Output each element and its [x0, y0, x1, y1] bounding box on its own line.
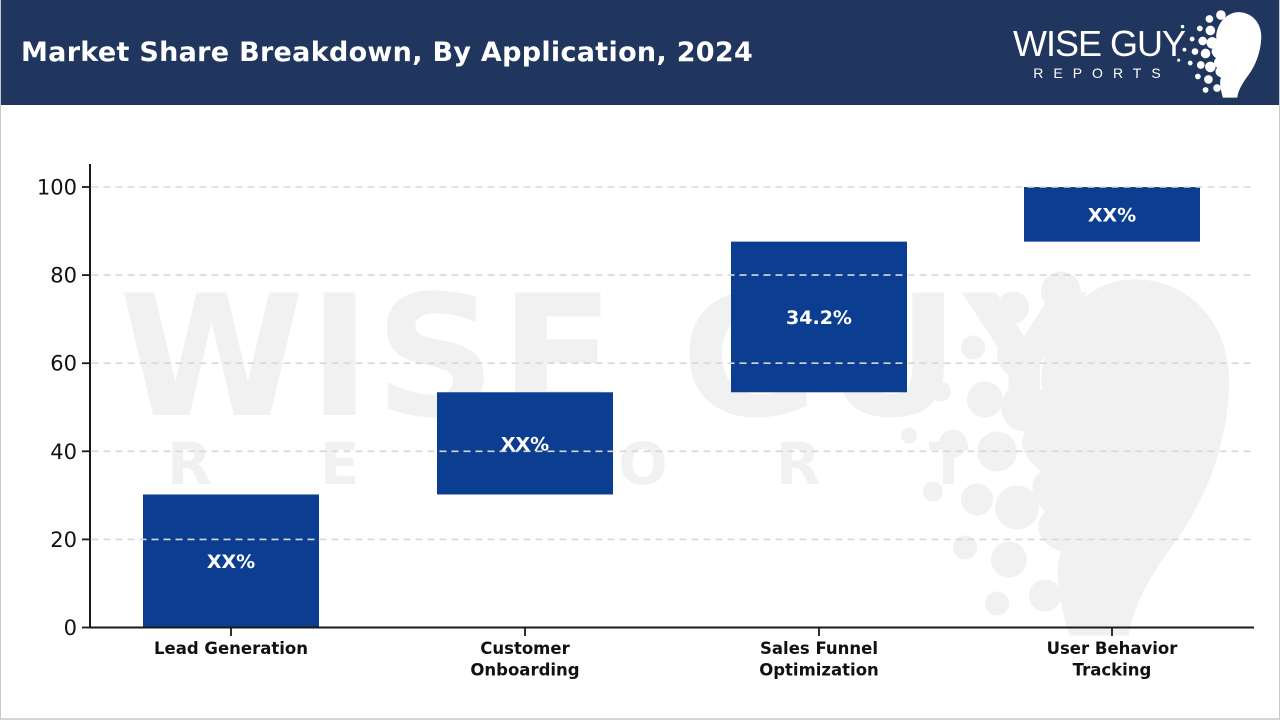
axes: [89, 164, 1254, 629]
y-ticks: 0 20 40 60 80 100: [37, 176, 90, 640]
y-tick-label: 100: [37, 176, 77, 200]
y-tick-label: 80: [50, 264, 77, 288]
bar-lead-generation: [143, 494, 319, 628]
wiseguy-logo: WISE GUY REPORTS: [1013, 7, 1279, 99]
bars: [143, 187, 1200, 628]
logo-wordmark: WISE GUY REPORTS: [1012, 22, 1186, 81]
x-category-label: User Behavior: [1047, 639, 1179, 658]
header-bar: Market Share Breakdown, By Application, …: [1, 0, 1279, 105]
x-category-label: Optimization: [759, 661, 879, 680]
y-tick-label: 60: [50, 352, 77, 376]
bar-user-behavior-tracking: [1024, 187, 1200, 242]
bar-customer-onboarding: [437, 392, 613, 495]
bar-value-label: XX%: [501, 433, 549, 455]
y-tick-label: 0: [64, 616, 77, 640]
x-category-label: Onboarding: [470, 661, 579, 680]
y-tick-label: 20: [50, 528, 77, 552]
chart-canvas: WISE GUY R E P O R T S XX% XX% 34.2% XX% 0 20…: [1, 105, 1279, 718]
x-category-label: Sales Funnel: [760, 639, 878, 658]
face-dots-icon: [1177, 9, 1262, 98]
x-category-label: Customer: [480, 639, 570, 658]
bar-value-label: XX%: [1088, 204, 1136, 226]
gridlines: [91, 186, 1254, 541]
x-category-label: Tracking: [1073, 661, 1152, 680]
waterfall-chart: XX% XX% 34.2% XX% 0 20 40 60 80 100 Lead Generatio…: [37, 164, 1254, 680]
logo-wiseguy-text: WISE GUY: [1012, 22, 1186, 64]
bar-value-label: 34.2%: [786, 307, 852, 329]
x-ticks: Lead Generation Customer Onboarding Sales F…: [154, 627, 1179, 680]
bar-value-label: XX%: [207, 551, 255, 573]
bar-sales-funnel-optimization: [731, 241, 907, 393]
y-tick-label: 40: [50, 440, 77, 464]
page-title: Market Share Breakdown, By Application, …: [21, 37, 754, 68]
logo-reports-text: REPORTS: [1033, 64, 1171, 81]
x-category-label: Lead Generation: [154, 639, 308, 658]
bar-labels: XX% XX% 34.2% XX%: [207, 204, 1136, 573]
